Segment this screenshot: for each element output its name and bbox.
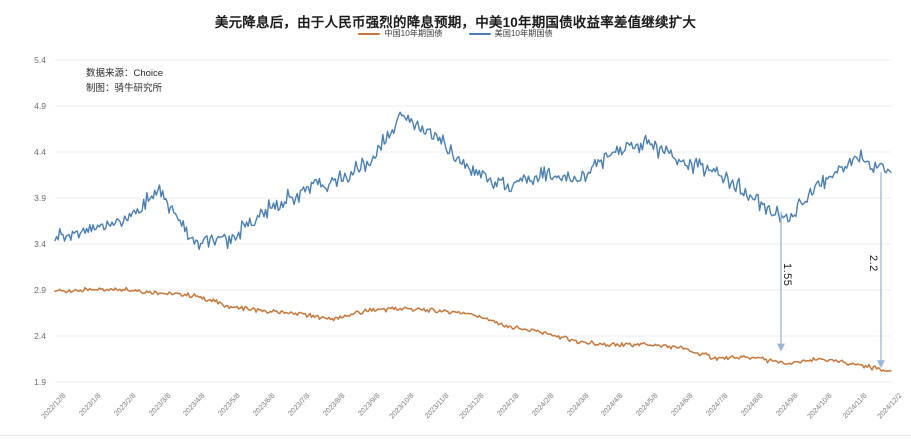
x-axis-tick-label: 2024/11/8 [840, 391, 869, 421]
x-axis-tick-label: 2023/7/8 [285, 391, 312, 418]
chart-title: 美元降息后，由于人民币强烈的降息预期，中美10年期国债收益率差值继续扩大 [214, 15, 697, 30]
x-axis-tick-label: 2024/5/8 [634, 391, 660, 418]
chart-plot-svg [54, 59, 892, 383]
x-axis-tick-label: 2023/8/8 [320, 391, 347, 418]
x-axis-tick-label: 2022/12/8 [39, 391, 68, 421]
bottom-divider [0, 435, 911, 436]
series-line-us [54, 111, 892, 251]
y-axis-tick-label: 4.4 [34, 147, 46, 157]
annotation-label-2: 2.2 [867, 255, 879, 272]
x-axis-tick-label: 2023/1/8 [76, 391, 103, 418]
x-axis-tick-label: 2023/11/8 [422, 391, 451, 421]
x-axis-tick-label: 2023/6/8 [250, 391, 277, 418]
x-axis-tick-label: 2024/1/8 [494, 391, 521, 418]
y-axis-tick-label: 1.9 [34, 377, 46, 387]
source-note-line1: 数据来源：Choice [86, 68, 164, 79]
y-axis-tick-label: 4.9 [34, 101, 46, 111]
annotation-arrow-1-head [777, 343, 785, 352]
plot-area [54, 55, 892, 388]
source-note: 数据来源：Choice 制图：骑牛研究所 [86, 66, 163, 96]
x-axis-tick-label: 2023/5/8 [216, 391, 242, 418]
x-axis-tick-label: 2024/12/2 [875, 391, 904, 421]
x-axis-tick-label: 2023/10/8 [387, 391, 416, 421]
y-axis-tick-label: 2.4 [34, 331, 46, 341]
legend-item-us[interactable]: 美国10年期国债 [468, 29, 553, 38]
annotation-label-1: 1.55 [781, 263, 793, 287]
legend-swatch-china [358, 33, 381, 36]
x-axis-tick-label: 2024/3/8 [564, 391, 591, 418]
x-axis-tick-label: 2024/6/8 [668, 391, 695, 418]
y-axis: 5.4 4.9 4.4 3.9 3.4 2.9 2.4 1.9 [0, 55, 52, 388]
y-axis-tick-label: 2.9 [34, 285, 46, 295]
series-lines [54, 111, 892, 372]
x-axis-tick-label: 2023/9/8 [355, 391, 382, 418]
x-axis-tick-label: 2023/3/8 [146, 391, 173, 418]
x-axis-tick-label: 2024/7/8 [703, 391, 730, 418]
y-axis-tick-label: 5.4 [34, 55, 46, 65]
x-axis-tick-label: 2024/4/8 [599, 391, 625, 418]
x-axis-tick-label: 2024/8/8 [738, 391, 765, 418]
series-line-china [54, 286, 892, 372]
x-axis-tick-label: 2024/9/8 [773, 391, 800, 418]
x-axis-tick-label: 2024/10/8 [805, 391, 834, 421]
legend-label-china: 中国10年期国债 [384, 29, 443, 38]
legend-label-us: 美国10年期国债 [494, 29, 553, 38]
legend-item-china[interactable]: 中国10年期国债 [358, 29, 443, 38]
x-axis-tick-label: 2023/12/8 [457, 391, 486, 421]
legend-swatch-us [468, 33, 491, 36]
source-note-line2: 制图：骑牛研究所 [86, 83, 163, 94]
annotation-arrows [777, 172, 885, 369]
x-axis-tick-label: 2024/2/8 [529, 391, 556, 418]
y-axis-tick-label: 3.9 [34, 193, 46, 203]
annotation-arrow-2-head [877, 360, 885, 369]
y-axis-tick-label: 3.4 [34, 239, 46, 249]
chart-legend: 中国10年期国债 美国10年期国债 [0, 29, 911, 38]
x-axis-tick-label: 2023/2/8 [111, 391, 138, 418]
x-axis-tick-label: 2023/4/8 [181, 391, 207, 418]
